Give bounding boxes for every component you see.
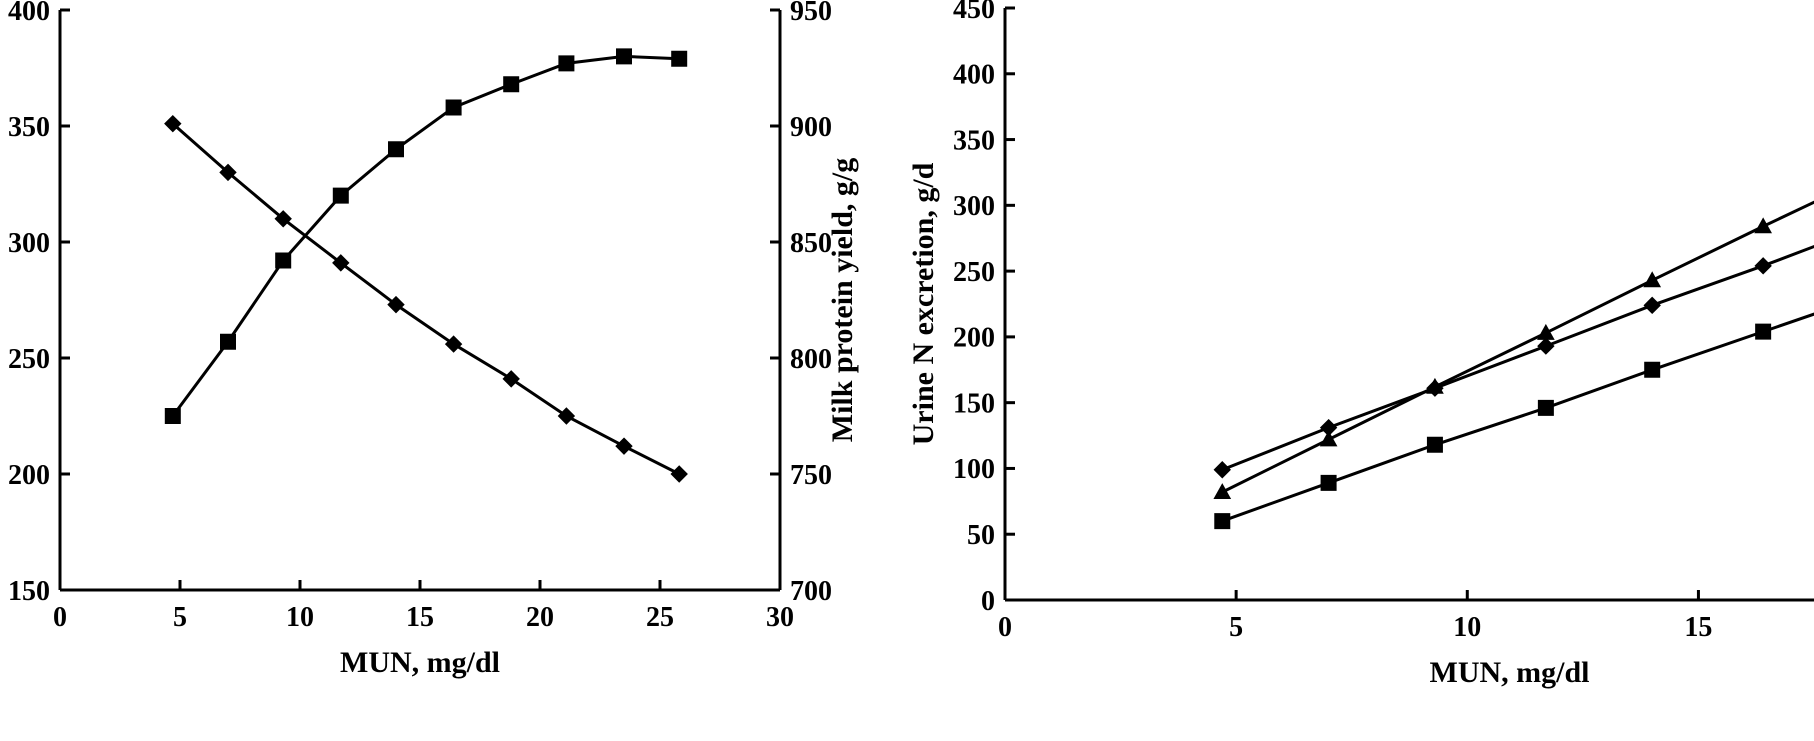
right-chart: 051015050100150200250300350400450MUN, mg… xyxy=(0,0,1814,741)
svg-text:0: 0 xyxy=(981,586,995,617)
svg-text:400: 400 xyxy=(953,60,995,91)
svg-text:150: 150 xyxy=(953,388,995,419)
svg-text:Urine N excretion, g/d: Urine N excretion, g/d xyxy=(907,162,940,445)
svg-text:0: 0 xyxy=(998,612,1012,643)
svg-text:100: 100 xyxy=(953,454,995,485)
svg-text:200: 200 xyxy=(953,323,995,354)
svg-text:10: 10 xyxy=(1453,612,1481,643)
figure-stage: 0510152025301502002503003504007007508008… xyxy=(0,0,1814,741)
svg-text:15: 15 xyxy=(1684,612,1712,643)
svg-text:300: 300 xyxy=(953,191,995,222)
svg-text:250: 250 xyxy=(953,257,995,288)
svg-text:5: 5 xyxy=(1229,612,1243,643)
svg-text:50: 50 xyxy=(967,520,995,551)
svg-text:450: 450 xyxy=(953,0,995,25)
svg-text:MUN, mg/dl: MUN, mg/dl xyxy=(1430,656,1590,689)
svg-text:350: 350 xyxy=(953,125,995,156)
